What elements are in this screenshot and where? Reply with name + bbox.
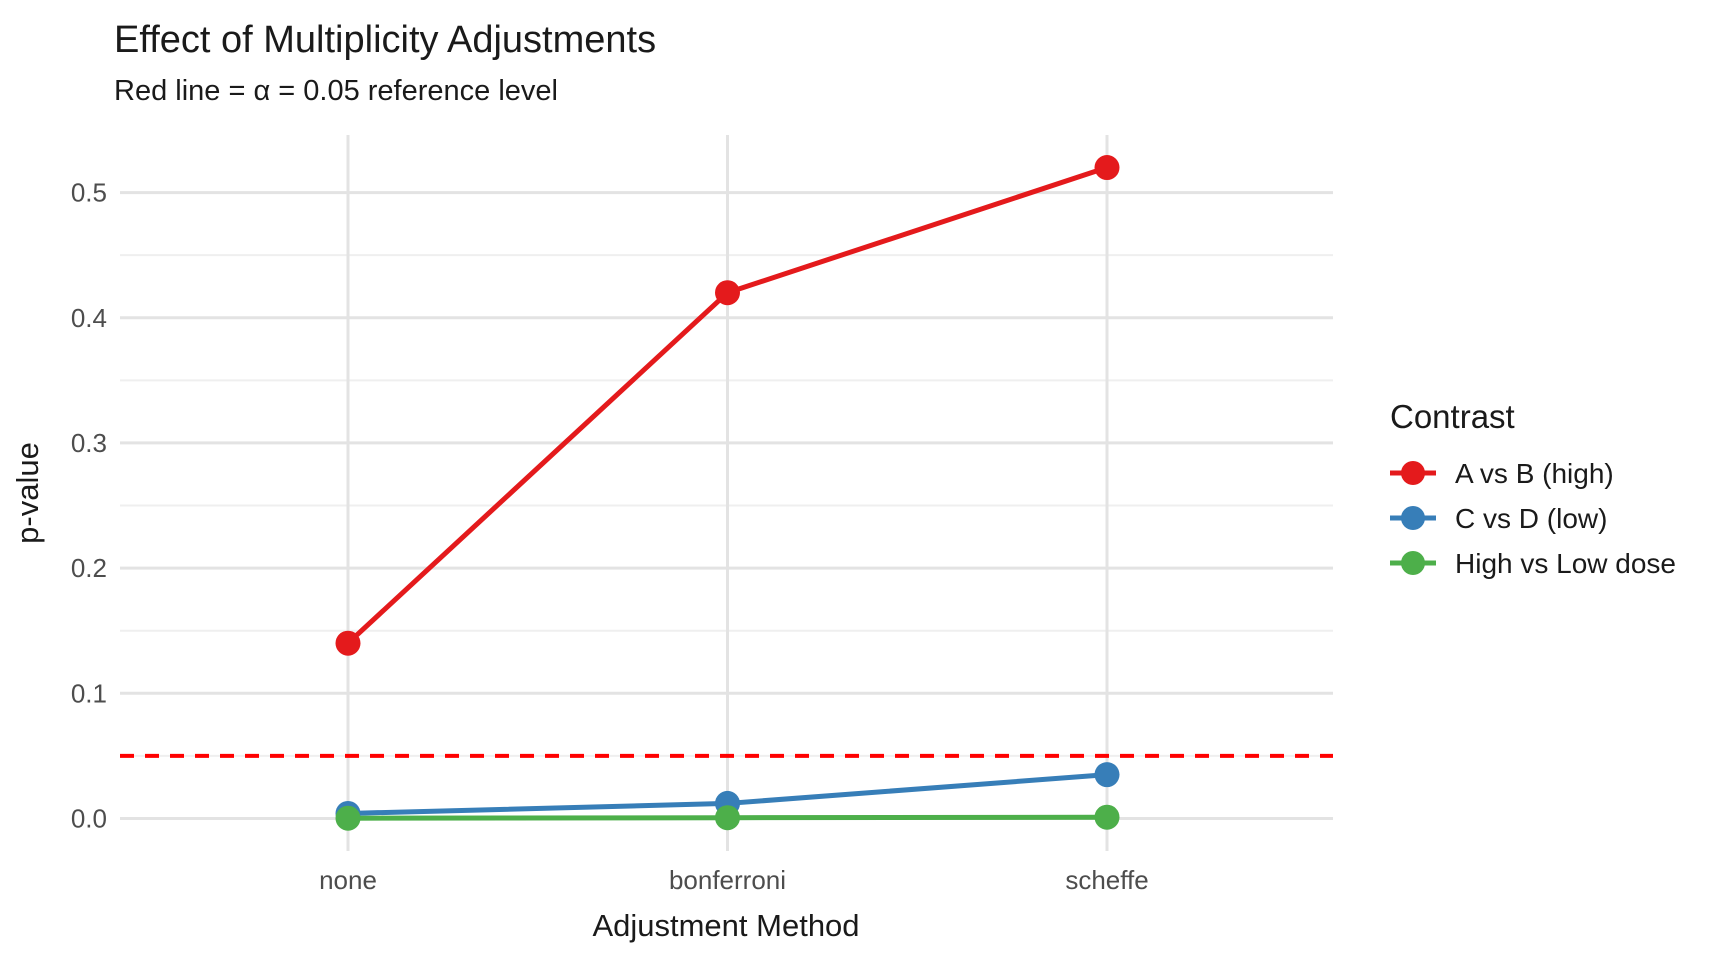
legend-item-label: C vs D (low) <box>1455 503 1607 534</box>
legend-item-high-vs-low-dose: High vs Low dose <box>1390 548 1676 579</box>
legend-marker-point <box>1401 461 1425 485</box>
y-tick-label: 0.0 <box>71 803 107 833</box>
y-tick-label: 0.4 <box>71 303 107 333</box>
y-tick-label: 0.5 <box>71 178 107 208</box>
chart-title: Effect of Multiplicity Adjustments <box>114 19 656 61</box>
legend-marker-point <box>1401 551 1425 575</box>
legend-item-label: A vs B (high) <box>1455 458 1614 489</box>
x-tick-label: scheffe <box>1065 865 1148 895</box>
legend-marker-point <box>1401 506 1425 530</box>
data-point-a-vs-b-high <box>335 630 361 656</box>
y-tick-label: 0.3 <box>71 428 107 458</box>
data-point-a-vs-b-high <box>1094 155 1120 181</box>
data-point-high-vs-low-dose <box>335 805 361 831</box>
chart-subtitle: Red line = α = 0.05 reference level <box>114 75 558 107</box>
data-point-high-vs-low-dose <box>1094 804 1120 830</box>
y-axis-tick-labels: 0.0 0.1 0.2 0.3 0.4 0.5 <box>71 178 107 834</box>
x-axis-title: Adjustment Method <box>592 908 859 943</box>
data-point-high-vs-low-dose <box>715 805 740 831</box>
data-point-a-vs-b-high <box>715 280 740 306</box>
data-point-c-vs-d-low <box>1094 762 1120 788</box>
x-tick-label: bonferroni <box>669 865 786 895</box>
legend: A vs B (high) C vs D (low) High vs Low dos… <box>1390 458 1676 579</box>
y-tick-label: 0.1 <box>71 678 107 708</box>
y-tick-label: 0.2 <box>71 553 107 583</box>
legend-item-a-vs-b-high: A vs B (high) <box>1390 458 1614 489</box>
legend-item-label: High vs Low dose <box>1455 548 1676 579</box>
x-tick-label: none <box>319 865 377 895</box>
data-points-layer <box>335 155 1120 831</box>
legend-item-c-vs-d-low: C vs D (low) <box>1390 503 1607 534</box>
y-axis-title: p-value <box>10 442 45 544</box>
x-axis-tick-labels: none bonferroni scheffe <box>319 865 1149 895</box>
legend-title: Contrast <box>1390 398 1515 435</box>
gridlines-major <box>120 135 1333 851</box>
